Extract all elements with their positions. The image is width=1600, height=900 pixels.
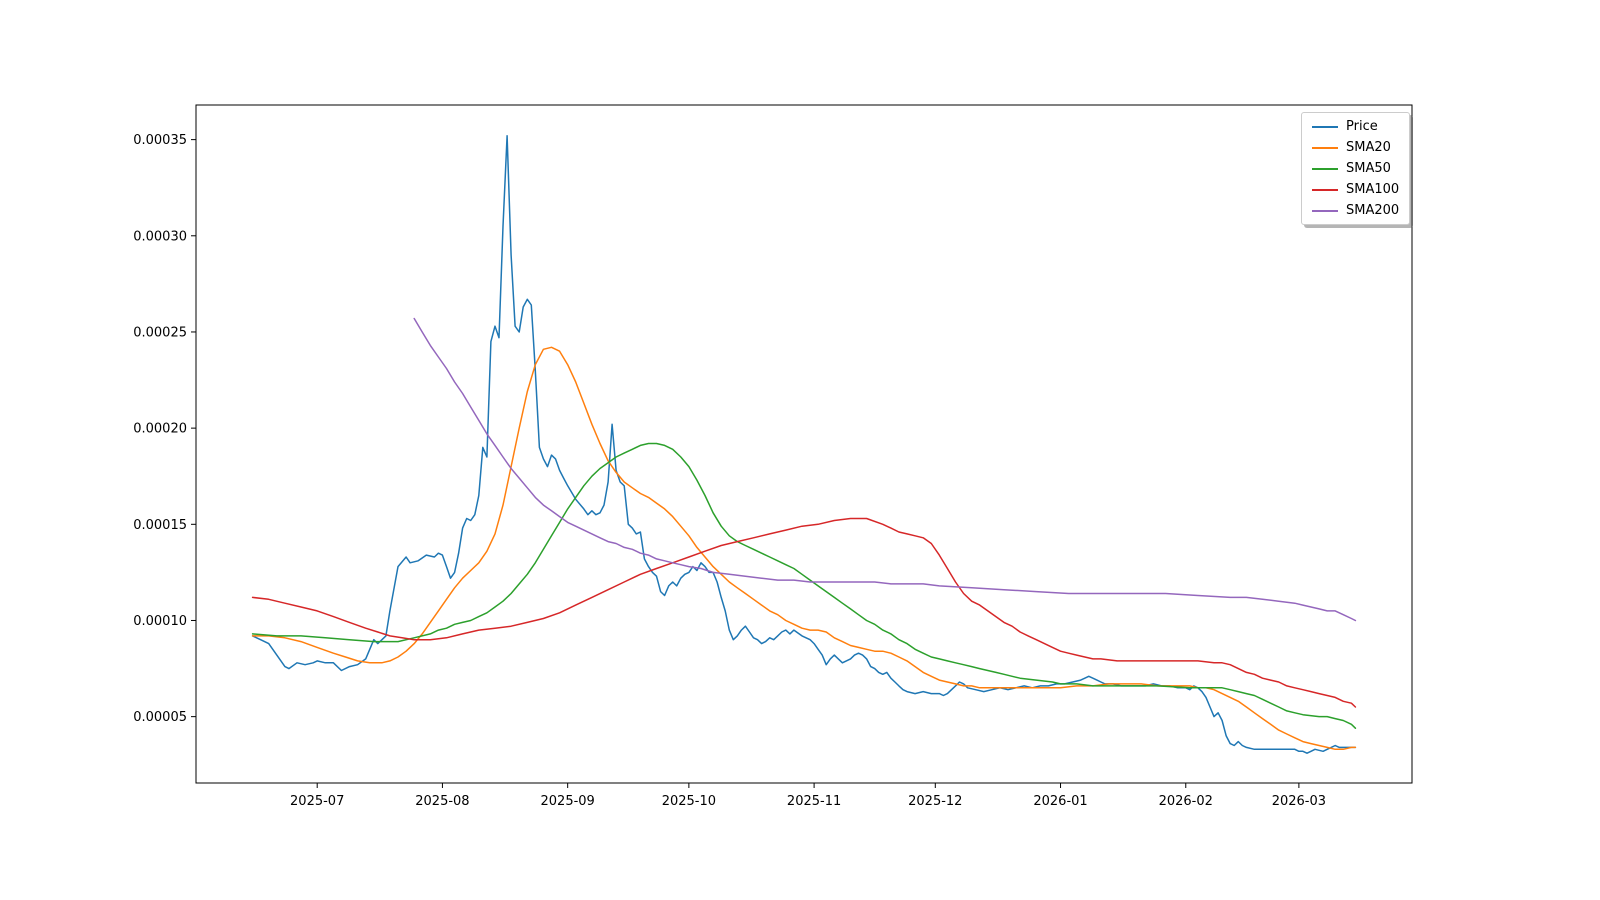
x-tick-label: 2026-02 [1159,794,1213,809]
y-tick-label: 0.00030 [133,229,187,244]
legend-label: SMA50 [1346,161,1391,176]
y-tick-label: 0.00010 [133,614,187,629]
legend: Price SMA20 SMA50 SMA100 SMA200 [1301,112,1411,225]
legend-item-sma200: SMA200 [1312,203,1399,218]
x-tick-label: 2025-10 [662,794,716,809]
legend-item-sma20: SMA20 [1312,140,1399,155]
legend-item-sma100: SMA100 [1312,182,1399,197]
x-tick-label: 2025-12 [908,794,962,809]
legend-line-swatch [1312,167,1338,170]
x-tick-label: 2025-09 [541,794,595,809]
legend-line-swatch [1312,125,1338,128]
y-tick-label: 0.00020 [133,422,187,437]
y-tick-label: 0.00005 [133,710,187,725]
x-tick-label: 2026-03 [1272,794,1326,809]
legend-line-swatch [1312,146,1338,149]
legend-line-swatch [1312,209,1338,212]
legend-line-swatch [1312,188,1338,191]
x-tick-label: 2025-07 [290,794,344,809]
y-tick-label: 0.00035 [133,133,187,148]
legend-label: SMA200 [1346,203,1400,218]
x-tick-label: 2025-11 [787,794,841,809]
y-tick-label: 0.00015 [133,518,187,533]
legend-item-price: Price [1312,119,1399,134]
sma100-line [251,517,1357,708]
legend-item-sma50: SMA50 [1312,161,1399,176]
legend-label: SMA100 [1346,182,1400,197]
sma200-line [413,317,1357,622]
legend-label: SMA20 [1346,140,1391,155]
x-tick-label: 2025-08 [415,794,469,809]
y-tick-label: 0.00025 [133,325,187,340]
plot-border [195,104,1413,784]
legend-label: Price [1346,119,1378,134]
x-tick-label: 2026-01 [1033,794,1087,809]
sma50-line [251,442,1357,729]
